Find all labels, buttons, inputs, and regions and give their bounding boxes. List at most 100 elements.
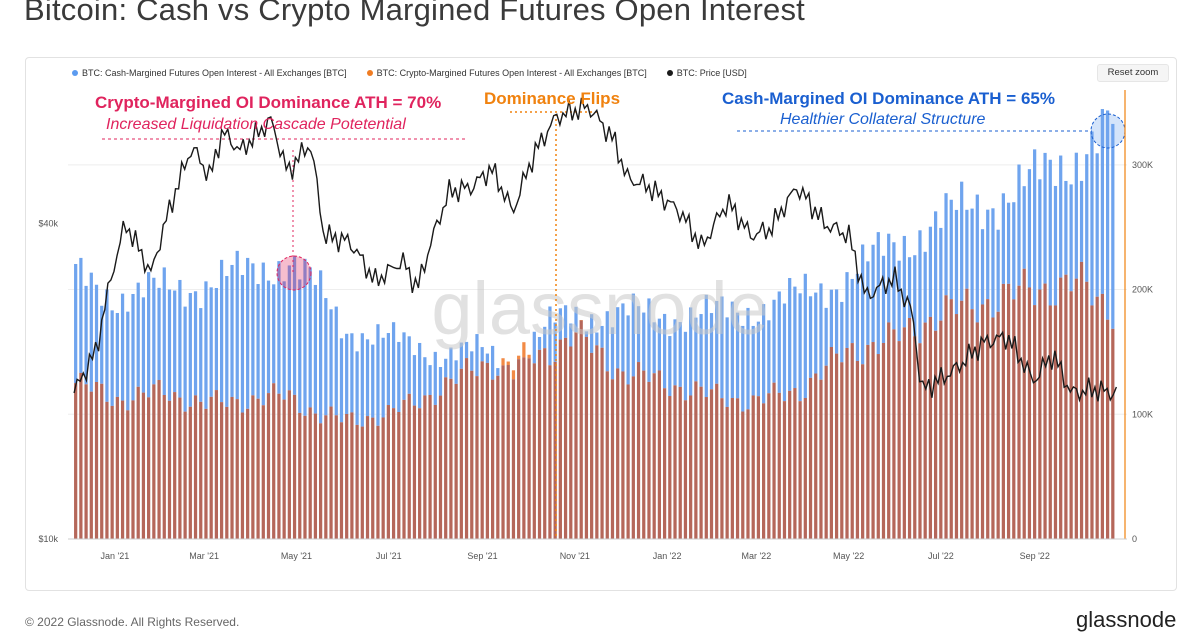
bar-overlap-segment [387,405,390,539]
bar-overlap-segment [1059,278,1062,539]
bar-top-segment [1096,153,1099,296]
bar-overlap-segment [392,408,395,539]
bar-overlap-segment [246,409,249,539]
bar-overlap-segment [898,341,901,539]
bar-overlap-segment [79,373,82,539]
bar-top-segment [877,232,880,354]
bar-overlap-segment [606,371,609,539]
bar-overlap-segment [559,340,562,539]
bar-top-segment [793,287,796,388]
bar-overlap-segment [970,309,973,539]
bar-overlap-segment [522,357,525,539]
bar-overlap-segment [538,350,541,539]
bar-overlap-segment [199,402,202,539]
bar-overlap-segment [939,321,942,539]
bar-top-segment [1054,186,1057,305]
bar-top-segment [527,355,530,358]
bar-top-segment [814,293,817,374]
bar-overlap-segment [1106,320,1109,539]
bar-overlap-segment [991,318,994,539]
bar-overlap-segment [236,399,239,539]
bar-overlap-segment [152,384,155,539]
bar-top-segment [272,284,275,383]
bar-overlap-segment [439,396,442,539]
bar-overlap-segment [877,354,880,539]
bar-top-segment [929,227,932,317]
bar-overlap-segment [767,393,770,539]
bar-overlap-segment [788,391,791,539]
annotation-cash-dominance-title: Cash-Margined OI Dominance ATH = 65% [722,89,1055,109]
bar-overlap-segment [340,422,343,539]
bar-overlap-segment [1054,305,1057,539]
bar-overlap-segment [194,395,197,539]
bar-top-segment [840,302,843,362]
bar-overlap-segment [887,322,890,539]
bar-overlap-segment [627,384,630,539]
bar-top-segment [371,345,374,418]
bar-overlap-segment [772,383,775,539]
bar-overlap-segment [684,400,687,539]
bar-overlap-segment [126,410,129,539]
bar-overlap-segment [871,342,874,539]
bar-overlap-segment [230,397,233,539]
bar-top-segment [168,290,171,401]
bar-overlap-segment [783,401,786,539]
bar-top-segment [809,296,812,378]
bar-top-segment [402,332,405,400]
bar-overlap-segment [965,289,968,539]
watermark: glassnode [431,267,768,350]
bar-overlap-segment [726,407,729,539]
bar-top-segment [507,362,510,365]
bar-overlap-segment [1007,284,1010,539]
bar-overlap-segment [689,395,692,539]
bar-overlap-segment [470,371,473,539]
bar-overlap-segment [1049,305,1052,539]
bar-overlap-segment [611,379,614,539]
x-tick-label: Jan '22 [653,551,682,561]
bar-overlap-segment [595,345,598,539]
bar-top-segment [1059,156,1062,278]
bar-top-segment [126,312,129,411]
bar-top-segment [772,300,775,383]
bar-overlap-segment [835,354,838,539]
bar-top-segment [173,291,176,393]
bar-overlap-segment [90,392,93,539]
bar-overlap-segment [658,370,661,539]
annotation-crypto-dominance-title: Crypto-Margined OI Dominance ATH = 70% [95,93,441,113]
bar-overlap-segment [908,318,911,539]
x-tick-label: Sep '22 [1020,551,1050,561]
bar-overlap-segment [491,380,494,539]
bar-overlap-segment [481,361,484,539]
bar-top-segment [455,360,458,384]
bar-overlap-segment [163,395,166,539]
bar-overlap-segment [283,400,286,539]
bar-top-segment [428,365,431,395]
bar-top-segment [1002,193,1005,284]
bar-top-segment [361,333,364,426]
bar-overlap-segment [679,387,682,539]
bar-overlap-segment [1085,282,1088,539]
bar-overlap-segment [804,398,807,539]
bar-overlap-segment [465,358,468,539]
bar-overlap-segment [960,301,963,539]
bar-overlap-segment [1033,305,1036,539]
bar-overlap-segment [757,396,760,539]
bar-top-segment [241,275,244,413]
bar-top-segment [1043,153,1046,284]
bar-top-segment [1049,160,1052,306]
bar-top-segment [199,308,202,402]
bar-top-segment [830,290,833,347]
bar-overlap-segment [319,423,322,539]
bar-overlap-segment [189,407,192,539]
bar-overlap-segment [1028,287,1031,539]
bar-top-segment [1064,181,1067,275]
bar-top-segment [1012,202,1015,299]
bar-overlap-segment [642,371,645,539]
bar-overlap-segment [944,295,947,539]
bar-overlap-segment [924,323,927,539]
bar-top-segment [90,273,93,392]
y-left-tick-label: $10k [38,534,58,544]
bar-top-segment [965,210,968,289]
bar-overlap-segment [637,362,640,539]
bar-overlap-segment [1111,329,1114,539]
